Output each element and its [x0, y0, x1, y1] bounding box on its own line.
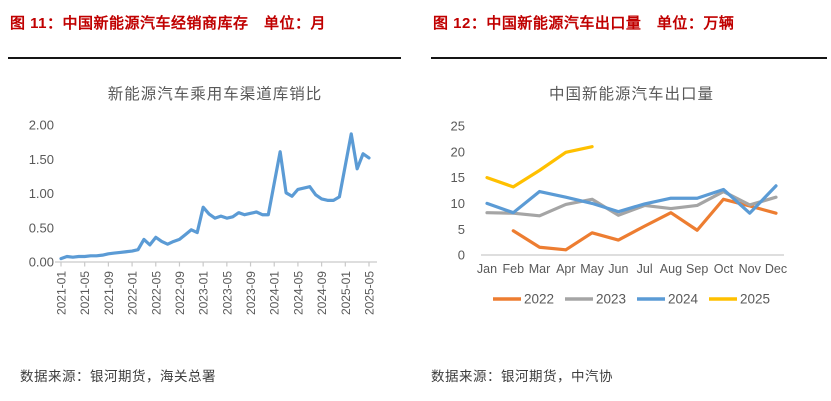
- y-tick-label: 5: [458, 222, 465, 237]
- x-tick-label: May: [580, 262, 604, 276]
- series-line-2024: [485, 184, 778, 215]
- y-tick-label: 2.00: [29, 118, 54, 133]
- y-tick-label: 0: [458, 248, 465, 263]
- y-tick-label: 15: [451, 170, 465, 185]
- x-tick-label: Apr: [556, 262, 575, 276]
- figure-11-data-source: 数据来源：银河期货，海关总署: [20, 369, 216, 384]
- series-line-2023: [485, 189, 778, 218]
- x-tick-label: Sep: [686, 262, 708, 276]
- y-tick-label: 10: [451, 196, 465, 211]
- figure-11-panel: 图 11：中国新能源汽车经销商库存 单位：月 新能源汽车乘用车渠道库销比 0.00…: [0, 0, 415, 401]
- x-tick-label: Oct: [714, 262, 734, 276]
- y-tick-label: 20: [451, 144, 465, 159]
- x-tick-label: 2021-01: [55, 271, 69, 315]
- x-tick-label: Aug: [660, 262, 682, 276]
- x-tick-label: 2022-05: [149, 271, 163, 315]
- figure-11-header-divider: [8, 57, 401, 59]
- figure-12-panel: 图 12：中国新能源汽车出口量 单位：万辆 中国新能源汽车出口量 0 5 10 15 20…: [415, 0, 831, 401]
- x-tick-label: Jan: [477, 262, 497, 276]
- chart-title: 新能源汽车乘用车渠道库销比: [108, 85, 323, 103]
- x-tick-label: 2025-05: [363, 271, 377, 315]
- figure-11-header: 图 11：中国新能源汽车经销商库存 单位：月: [10, 15, 327, 32]
- y-tick-label: 1.50: [29, 152, 54, 167]
- y-tick-label: 1.00: [29, 186, 54, 201]
- x-tick-label: Jul: [637, 262, 653, 276]
- x-tick-label: Dec: [765, 262, 787, 276]
- x-tick-label: Nov: [739, 262, 762, 276]
- legend-item-2023: 2023: [565, 292, 626, 307]
- figure-12-data-source: 数据来源：银河期货，中汽协: [431, 369, 613, 384]
- legend-label-2025: 2025: [740, 292, 770, 307]
- legend-label-2023: 2023: [596, 292, 626, 307]
- x-tick-label: Mar: [529, 262, 551, 276]
- x-tick-label: 2022-09: [173, 271, 187, 315]
- series-line-2022: [511, 197, 778, 252]
- dealer-inventory-ratio-chart: 新能源汽车乘用车渠道库销比 0.00 0.50 1.00 1.50 2.00 2021-01…: [29, 85, 377, 315]
- x-tick-label: 2024-09: [315, 271, 329, 315]
- x-tick-label: Jun: [608, 262, 628, 276]
- legend-item-2024: 2024: [637, 292, 699, 307]
- x-tick-label: 2023-05: [220, 271, 234, 315]
- x-tick-label: 2022-01: [126, 271, 140, 315]
- series-line-2025: [485, 145, 594, 189]
- x-tick-label: 2021-05: [78, 271, 92, 315]
- series-line-渠道库销比: [59, 132, 371, 261]
- y-tick-label: 0.00: [29, 255, 54, 270]
- chart-title: 中国新能源汽车出口量: [549, 85, 714, 103]
- legend-item-2025: 2025: [709, 292, 770, 307]
- x-tick-label: 2023-09: [244, 271, 258, 315]
- figure-12-header-divider: [431, 57, 827, 59]
- x-tick-label: 2023-01: [197, 271, 211, 315]
- x-tick-label: Feb: [502, 262, 524, 276]
- figure-12-header: 图 12：中国新能源汽车出口量 单位：万辆: [433, 15, 735, 32]
- y-tick-label: 25: [451, 119, 465, 134]
- x-tick-label: 2021-09: [102, 271, 116, 315]
- legend-label-2024: 2024: [668, 292, 699, 307]
- legend-item-2022: 2022: [493, 292, 554, 307]
- y-tick-label: 0.50: [29, 220, 54, 235]
- x-tick-label: 2024-05: [291, 271, 305, 315]
- x-tick-label: 2025-01: [339, 271, 353, 315]
- legend-label-2022: 2022: [524, 292, 554, 307]
- x-tick-label: 2024-01: [268, 271, 282, 315]
